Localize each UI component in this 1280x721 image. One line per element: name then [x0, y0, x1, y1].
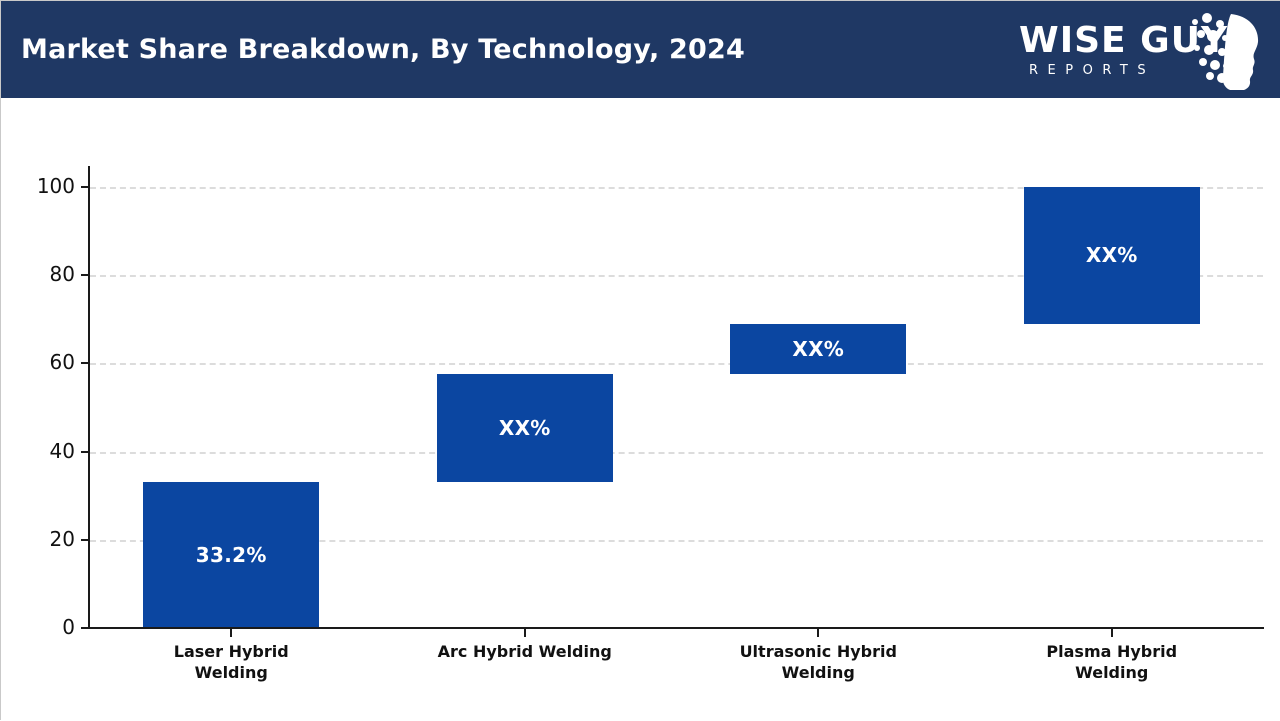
x-tick-mark: [230, 629, 233, 637]
x-tick-mark: [1110, 629, 1113, 637]
logo-wiseguy-text: WISE GUY: [1019, 20, 1228, 61]
y-tick-label-40: 40: [49, 438, 75, 463]
x-category-label-4: Plasma Hybrid Welding: [1046, 642, 1178, 682]
y-tick-mark-80: [81, 274, 89, 277]
y-tick-label-60: 60: [49, 350, 75, 375]
x-category-label-3: Ultrasonic Hybrid Welding: [739, 642, 897, 682]
x-category-label-2: Arc Hybrid Welding: [437, 642, 612, 661]
bar-value-label: XX%: [792, 336, 845, 361]
y-tick-mark-0: [81, 627, 89, 629]
x-category-label-1: Laser Hybrid Welding: [173, 642, 289, 682]
gridline-100: [90, 187, 1263, 189]
y-axis-line: [88, 166, 90, 628]
page-title: Market Share Breakdown, By Technology, 2…: [21, 34, 746, 65]
y-tick-mark-100: [81, 186, 89, 188]
gridline-40: [90, 451, 1263, 454]
logo-reports-text: REPORTS: [1029, 63, 1155, 78]
gridline-20: [90, 539, 1263, 542]
y-tick-label-80: 80: [49, 262, 75, 287]
bar-value-label: 33.2%: [195, 542, 267, 567]
y-tick-label-100: 100: [36, 174, 75, 198]
wise-guy-logo-graphic: WISE GUY REPORTS: [1019, 12, 1259, 90]
y-tick-label-0: 0: [62, 615, 75, 639]
gridline-60: [90, 363, 1263, 366]
logo-face-dots: [1192, 12, 1259, 90]
bar-value-label: XX%: [498, 415, 551, 440]
y-tick-mark-20: [81, 538, 89, 541]
wise-guy-logo: WISE GUY REPORTS: [1017, 10, 1267, 90]
bar-laser-hybrid-welding: 33.2%: [143, 481, 320, 628]
header: Market Share Breakdown, By Technology, 2…: [1, 1, 1280, 98]
gridline-80: [90, 275, 1263, 278]
x-axis-line: [88, 627, 1264, 629]
y-tick-label-20: 20: [49, 526, 75, 551]
chart-area: 33.2% XX% XX% XX% 0 20 40 60 80 100 Laser Hybrid W…: [1, 98, 1280, 721]
y-tick-mark-60: [81, 362, 89, 365]
x-tick-mark: [817, 629, 820, 637]
x-tick-mark: [523, 629, 526, 637]
bar-value-label: XX%: [1085, 243, 1138, 268]
bar-arc-hybrid-welding: XX%: [436, 373, 613, 482]
y-tick-mark-40: [81, 450, 89, 453]
bar-plasma-hybrid-welding: XX%: [1023, 187, 1200, 324]
bar-ultrasonic-hybrid-welding: XX%: [730, 323, 907, 374]
